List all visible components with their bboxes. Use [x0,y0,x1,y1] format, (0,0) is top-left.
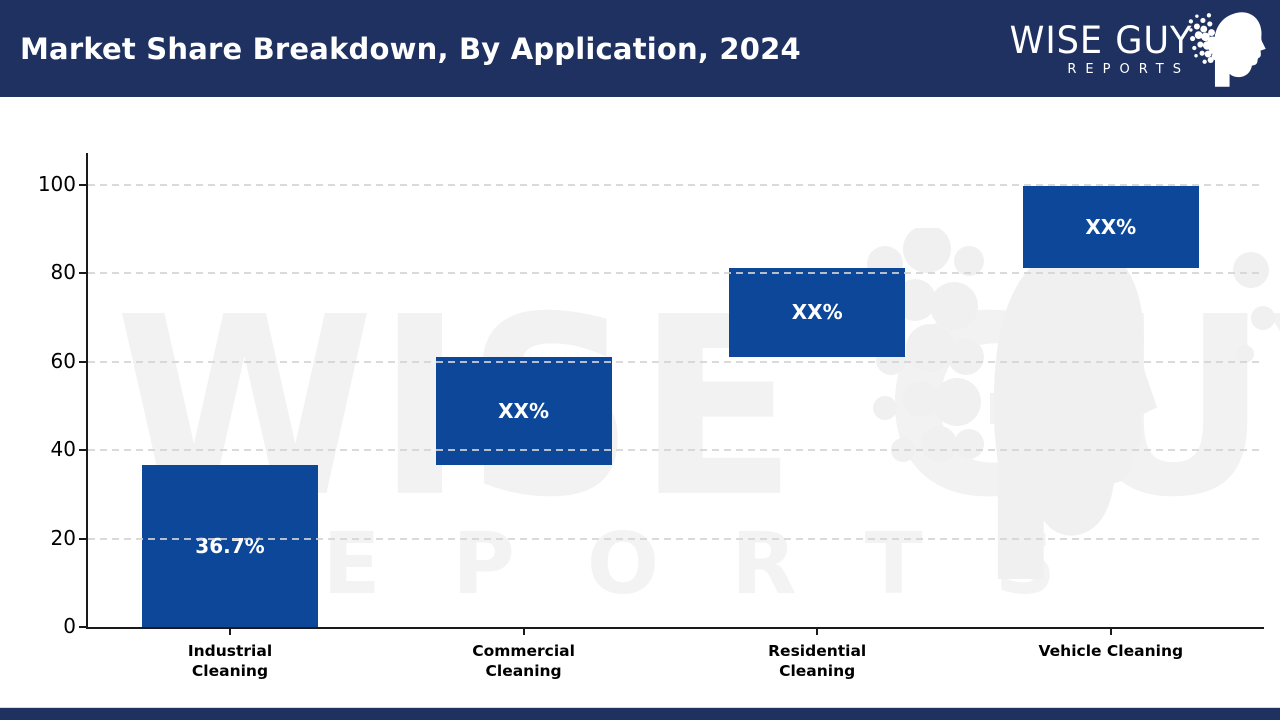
y-tick-label-0: 0 [63,614,76,638]
bar-segment-0: 36.7% [142,464,318,627]
y-tick-label-80: 80 [50,260,76,285]
y-tick-mark-0 [79,626,86,628]
x-tick-mark-2 [816,629,819,635]
y-tick-mark-40 [79,449,86,452]
y-tick-label-40: 40 [50,437,76,462]
footer-bar [0,707,1280,720]
gridline-40 [88,449,1262,452]
x-axis-line [86,627,1264,629]
logo-head-icon [1188,12,1266,87]
wise-guy-logo: WISE GUY REPORTS [970,0,1270,97]
category-label-2: Residential Cleaning [768,642,867,680]
bar-value-label-3: XX% [1085,214,1137,239]
y-tick-label-100: 100 [37,172,76,196]
y-tick-label-60: 60 [50,348,76,373]
y-tick-mark-20 [79,537,86,540]
bar-segment-1: XX% [435,356,612,465]
y-tick-label-20: 20 [50,525,76,550]
bar-value-label-1: XX% [498,398,550,423]
gridline-60 [88,360,1262,363]
header-bar: Market Share Breakdown, By Application, … [0,0,1280,97]
y-tick-mark-60 [79,360,86,363]
watermark-head-icon [867,228,1275,580]
gridline-100 [88,184,1262,186]
chart-plot-area: 0 20 40 60 80 100 36.7% Industrial Cleaning XX% C… [0,97,1280,707]
page-title: Market Share Breakdown, By Application, … [20,31,801,66]
watermark-subtitle: REPORTS [185,515,1128,614]
bar-segment-3: XX% [1022,186,1199,268]
bar-segment-2: XX% [729,267,906,357]
x-tick-mark-1 [522,629,525,635]
x-tick-mark-0 [229,629,231,635]
gridline-20 [88,537,1262,540]
logo-wordmark: WISE GUY [1009,19,1192,62]
category-label-3: Vehicle Cleaning [1038,642,1184,660]
x-tick-mark-3 [1109,629,1112,635]
y-tick-mark-80 [79,272,86,275]
logo-text: WISE GUY REPORTS [1000,19,1192,78]
logo-subtitle: REPORTS [1067,62,1190,77]
category-label-1: Commercial Cleaning [472,642,575,680]
bar-value-label-2: XX% [791,300,843,325]
y-axis-line [86,153,88,629]
gridline-80 [88,272,1262,275]
category-label-0: Industrial Cleaning [187,642,273,680]
y-tick-mark-100 [79,184,86,186]
